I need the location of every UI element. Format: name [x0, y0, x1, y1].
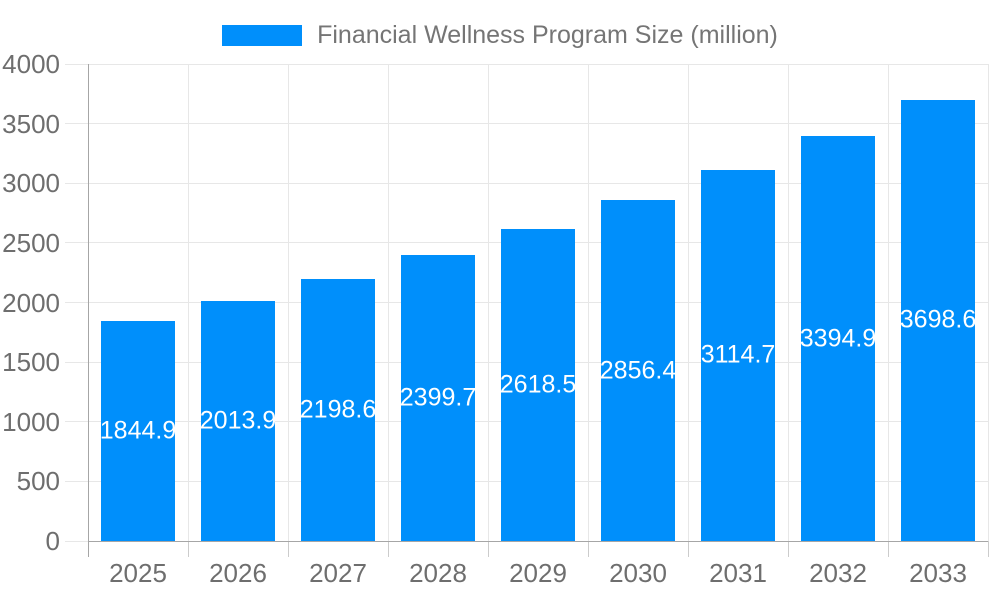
- bar-2031[interactable]: 3114.7: [700, 169, 776, 541]
- x-axis-tick: [287, 541, 289, 557]
- bar-value-label: 3114.7: [700, 340, 776, 369]
- x-gridline: [587, 64, 589, 541]
- x-axis-tick: [587, 541, 589, 557]
- legend-swatch-icon: [222, 25, 303, 46]
- bar-value-label: 1844.9: [99, 416, 177, 445]
- x-tick-label: 2031: [709, 558, 767, 588]
- bar-2032[interactable]: 3394.9: [799, 136, 877, 541]
- y-gridline: [65, 182, 988, 184]
- bar-value-label: 3394.9: [799, 324, 877, 353]
- bar-2026[interactable]: 2013.9: [199, 300, 277, 541]
- bar-value-label: 2198.6: [299, 395, 377, 424]
- bar-2033[interactable]: 3698.6: [899, 99, 977, 541]
- bar-value-label: 2399.7: [399, 383, 477, 412]
- x-axis-tick: [787, 541, 789, 557]
- x-tick-label: 2032: [809, 558, 867, 588]
- x-axis-line: [88, 540, 988, 542]
- x-tick-label: 2028: [409, 558, 467, 588]
- y-gridline: [65, 123, 988, 125]
- x-tick-label: 2029: [509, 558, 567, 588]
- x-axis-tick: [887, 541, 889, 557]
- x-axis-tick: [987, 541, 989, 557]
- legend-label: Financial Wellness Program Size (million…: [317, 21, 778, 49]
- bar-2030[interactable]: 2856.4: [599, 200, 677, 541]
- bar-value-label: 2618.5: [499, 370, 577, 399]
- x-tick-label: 2030: [609, 558, 667, 588]
- y-tick-label: 3500: [2, 108, 60, 139]
- bar-2028[interactable]: 2399.7: [399, 254, 477, 541]
- y-tick-label: 0: [45, 526, 60, 556]
- x-gridline: [387, 64, 389, 541]
- bar-value-label: 2013.9: [199, 406, 277, 435]
- x-axis-tick: [387, 541, 389, 557]
- y-tick-label: 500: [16, 466, 60, 497]
- y-axis-line: [87, 64, 89, 557]
- x-gridline: [987, 64, 989, 541]
- x-gridline: [187, 64, 189, 541]
- x-gridline: [887, 64, 889, 541]
- x-gridline: [287, 64, 289, 541]
- y-tick-label: 1500: [2, 347, 60, 378]
- y-tick-label: 4000: [2, 49, 60, 79]
- y-tick-label: 2000: [2, 287, 60, 318]
- bar-2027[interactable]: 2198.6: [299, 278, 377, 541]
- x-axis-tick: [687, 541, 689, 557]
- bar-2025[interactable]: 1844.9: [99, 320, 177, 541]
- x-tick-label: 2033: [909, 558, 967, 588]
- legend[interactable]: Financial Wellness Program Size (million…: [0, 21, 1000, 50]
- x-gridline: [487, 64, 489, 541]
- x-gridline: [787, 64, 789, 541]
- y-tick-label: 1000: [2, 406, 60, 437]
- bar-2029[interactable]: 2618.5: [499, 228, 577, 541]
- y-tick-label: 3000: [2, 168, 60, 199]
- x-gridline: [687, 64, 689, 541]
- x-tick-label: 2027: [309, 558, 367, 588]
- x-axis-tick: [187, 541, 189, 557]
- bar-value-label: 2856.4: [599, 356, 677, 385]
- y-tick-label: 2500: [2, 227, 60, 258]
- x-tick-label: 2026: [209, 558, 267, 588]
- x-axis-tick: [487, 541, 489, 557]
- x-tick-label: 2025: [109, 558, 167, 588]
- y-gridline: [65, 63, 988, 65]
- bar-value-label: 3698.6: [899, 305, 977, 334]
- y-gridline: [65, 540, 88, 542]
